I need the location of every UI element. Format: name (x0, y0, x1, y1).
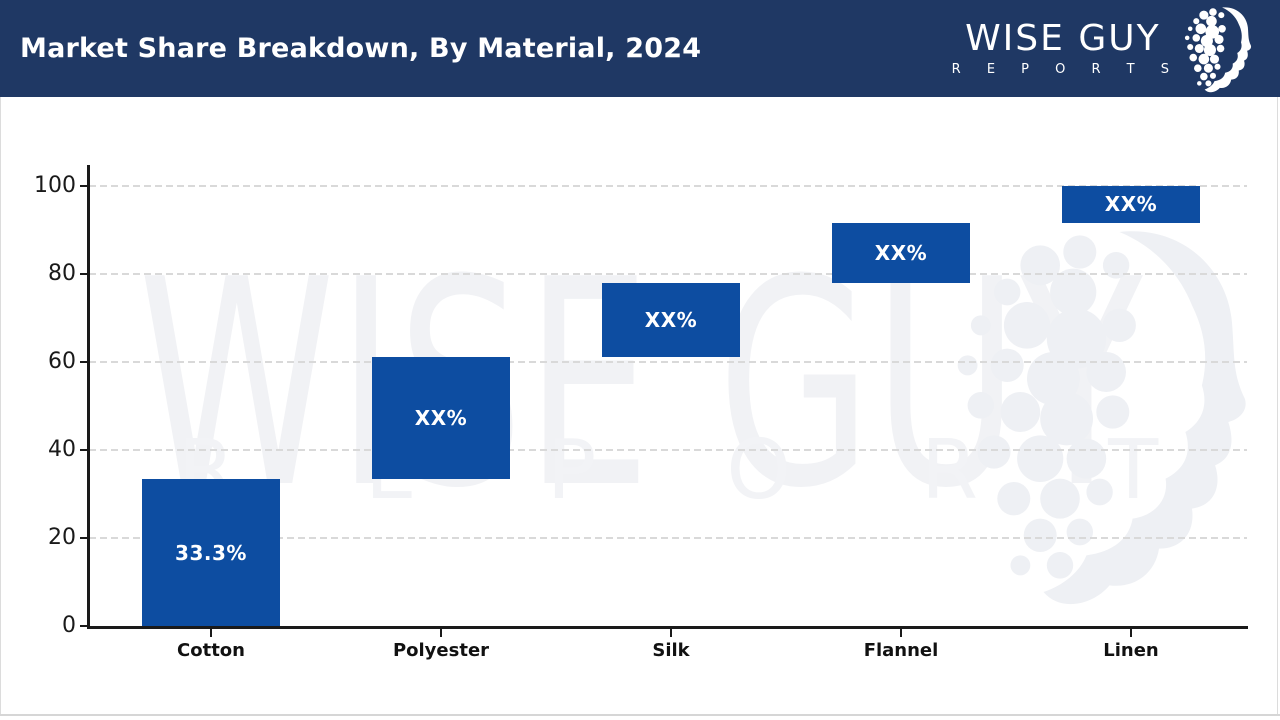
bar-value-label: XX% (1104, 192, 1158, 216)
y-tick-80 (80, 272, 88, 275)
gridline-80 (89, 272, 1247, 275)
bar-polyester: XX% (372, 356, 510, 480)
y-tick-label-80: 80 (48, 260, 76, 286)
y-tick-label-0: 0 (62, 613, 76, 638)
bar-cotton: 33.3% (142, 479, 280, 626)
category-label-flannel: Flannel (863, 640, 939, 661)
logo-text: WISE GUY R E P O R T S (946, 17, 1180, 77)
bar-flannel: XX% (832, 222, 970, 283)
y-axis-line (87, 165, 90, 629)
header-bar: Market Share Breakdown, By Material, 202… (0, 0, 1280, 97)
bar-value-label: XX% (414, 406, 468, 431)
category-label-silk: Silk (652, 640, 690, 661)
bottom-border (0, 714, 1280, 716)
x-tick-silk (670, 629, 672, 637)
bar-value-label: XX% (644, 307, 698, 332)
gridline-60 (89, 360, 1247, 363)
x-tick-cotton (210, 629, 212, 637)
x-tick-flannel (900, 629, 902, 637)
y-tick-20 (80, 536, 88, 539)
gridline-20 (89, 536, 1247, 539)
x-axis-line (87, 626, 1248, 629)
y-tick-60 (80, 360, 88, 363)
x-tick-polyester (440, 629, 442, 637)
y-tick-100 (80, 184, 88, 187)
bar-value-label: XX% (874, 240, 928, 265)
gridline-40 (89, 448, 1247, 451)
y-tick-0 (80, 625, 88, 627)
x-tick-linen (1130, 629, 1132, 637)
wise-guy-logo: WISE GUY R E P O R T S (946, 3, 1254, 94)
y-tick-label-60: 60 (48, 348, 76, 374)
y-tick-label-100: 100 (34, 172, 76, 198)
y-tick-40 (80, 448, 88, 451)
bar-linen: XX% (1062, 185, 1200, 223)
bar-silk: XX% (602, 282, 740, 357)
y-tick-label-20: 20 (48, 524, 76, 550)
logo-subtitle: R E P O R T S (951, 61, 1180, 77)
category-label-cotton: Cotton (177, 640, 245, 661)
category-label-polyester: Polyester (392, 640, 490, 661)
gridline-100 (89, 184, 1247, 187)
page-title: Market Share Breakdown, By Material, 202… (20, 33, 702, 64)
bar-value-label: 33.3% (175, 540, 247, 565)
y-tick-label-40: 40 (48, 436, 76, 462)
logo-wordmark: WISE GUY (965, 17, 1161, 59)
category-label-linen: Linen (1103, 640, 1159, 661)
